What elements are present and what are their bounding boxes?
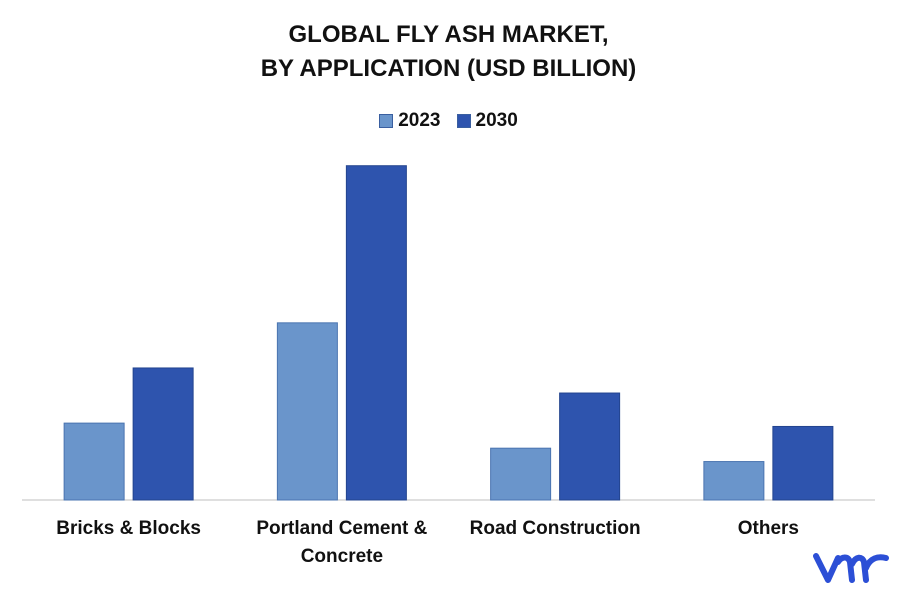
chart-title-line2: BY APPLICATION (USD BILLION) xyxy=(260,55,637,82)
bar-2030-1 xyxy=(345,165,407,501)
vmr-logo-icon xyxy=(813,553,889,583)
bar-2023-2 xyxy=(490,447,552,501)
x-tick-label: Road Construction xyxy=(469,518,641,539)
legend-item-2030: 2030 xyxy=(456,110,518,132)
x-tick-label: Others xyxy=(737,518,799,539)
chart-legend: 2023 2030 xyxy=(0,110,897,132)
bar-2023-1 xyxy=(276,322,338,501)
bar-2023-3 xyxy=(703,461,765,501)
x-tick-label: Portland Cement & Concrete xyxy=(256,518,428,567)
bar-2030-0 xyxy=(132,367,194,501)
chart-title: GLOBAL FLY ASH MARKET, BY APPLICATION (U… xyxy=(0,18,897,86)
legend-item-2023: 2023 xyxy=(379,110,441,132)
bar-2030-2 xyxy=(559,392,621,501)
bar-2030-3 xyxy=(772,425,834,501)
bar-2023-0 xyxy=(63,422,125,501)
chart-title-line1: GLOBAL FLY ASH MARKET, xyxy=(288,21,609,48)
legend-label-2023: 2023 xyxy=(398,110,441,131)
legend-swatch-2030 xyxy=(456,114,471,128)
vmr-logo xyxy=(812,548,890,593)
legend-label-2030: 2030 xyxy=(475,110,518,131)
x-tick-label: Bricks & Blocks xyxy=(56,518,201,539)
legend-swatch-2023 xyxy=(379,114,394,128)
